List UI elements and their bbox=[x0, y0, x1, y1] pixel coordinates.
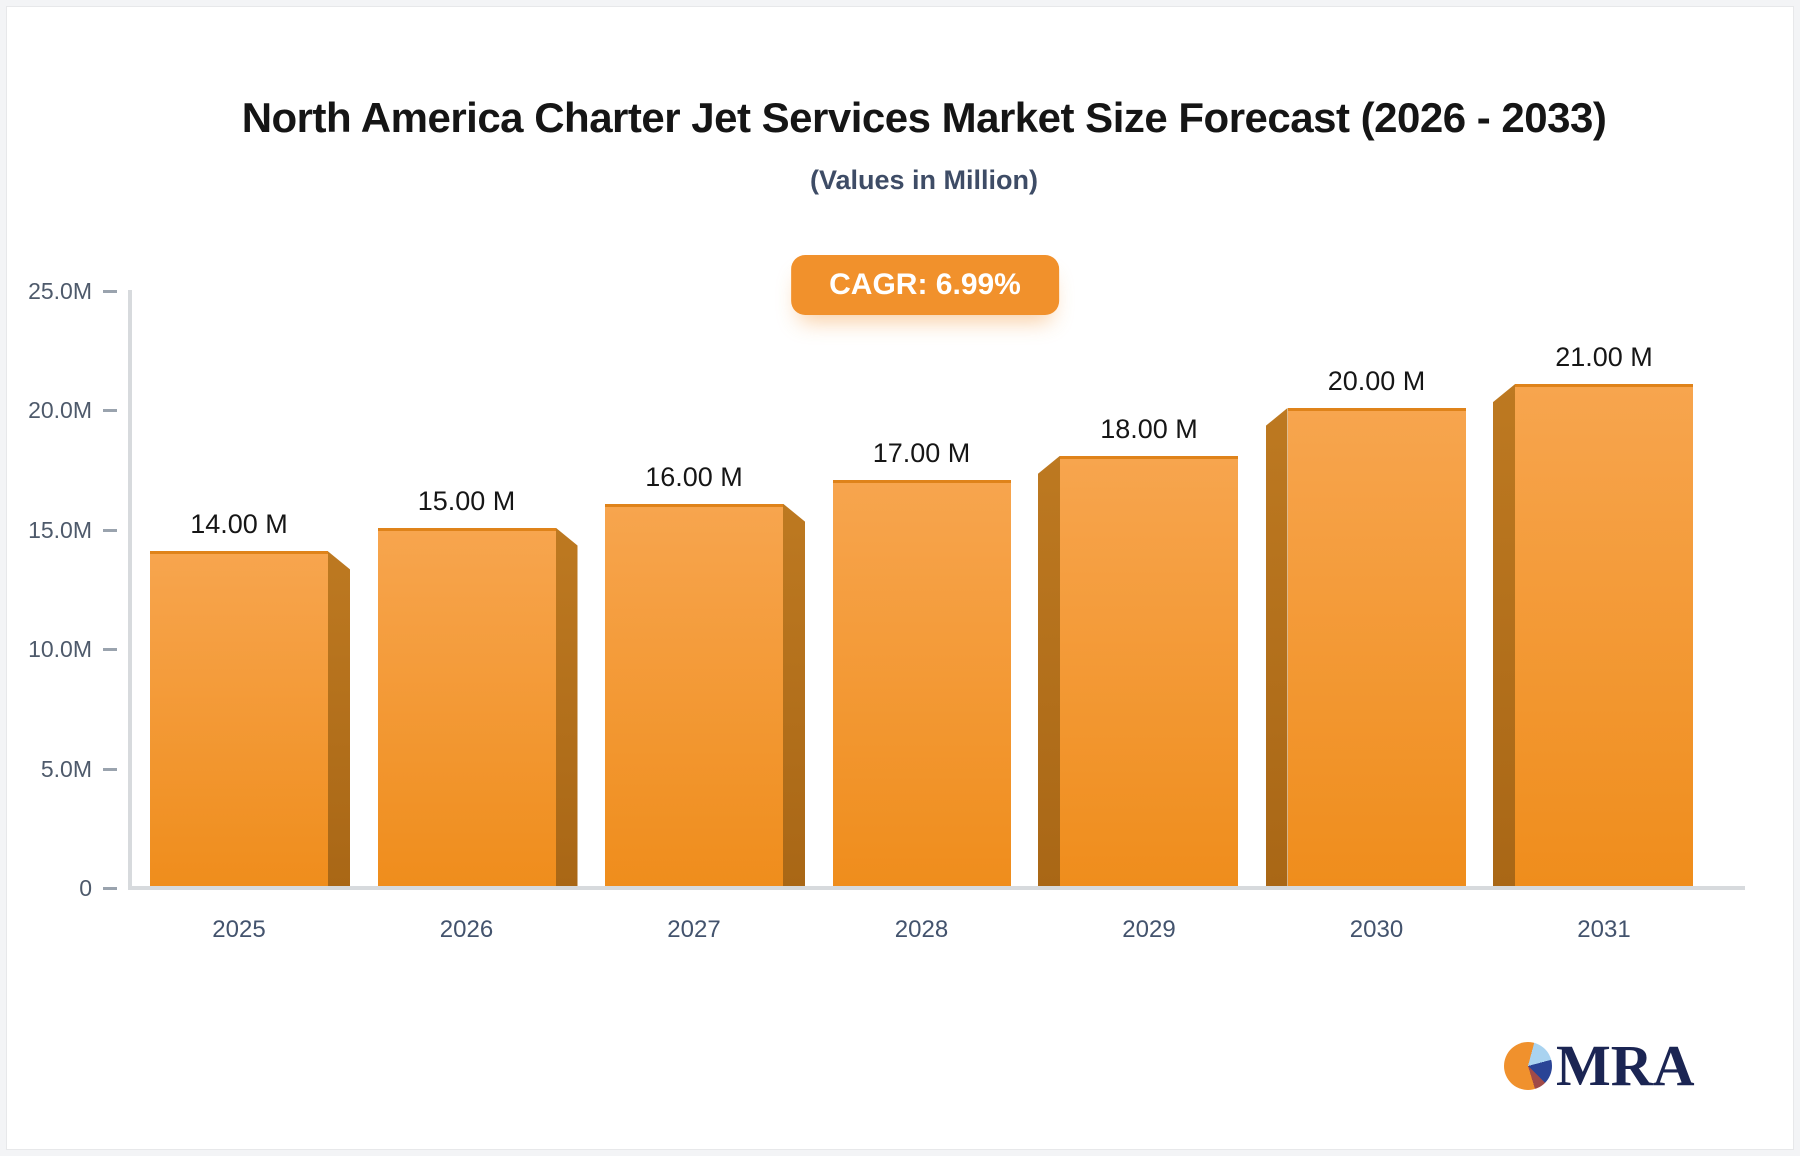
bar-value-label: 14.00 M bbox=[190, 509, 288, 540]
bar-face bbox=[605, 503, 783, 886]
bar-face bbox=[377, 527, 556, 886]
y-tick-mark bbox=[103, 767, 117, 771]
logo-text: MRA bbox=[1556, 1033, 1695, 1098]
brand-logo: MRA bbox=[1504, 1036, 1695, 1096]
y-tick-label: 15.0M bbox=[28, 516, 92, 543]
bar-2029 bbox=[1038, 455, 1238, 886]
bar-face bbox=[1060, 455, 1238, 886]
bar-2030 bbox=[1265, 408, 1466, 886]
x-axis-year-label: 2031 bbox=[1577, 916, 1631, 943]
y-tick-label: 20.0M bbox=[28, 397, 92, 423]
y-tick-label: 25.0M bbox=[28, 277, 92, 304]
bar-value-label: 20.00 M bbox=[1327, 366, 1426, 396]
y-tick-label: 10.0M bbox=[28, 636, 92, 662]
bar-face bbox=[832, 479, 1011, 886]
pie-chart-logo-icon bbox=[1504, 1042, 1552, 1090]
y-tick-mark bbox=[103, 528, 117, 532]
x-axis-year-label: 2027 bbox=[667, 916, 721, 943]
bar-value-label: 16.00 M bbox=[645, 461, 743, 492]
bar-2031 bbox=[1493, 384, 1693, 886]
chart-title: North America Charter Jet Services Marke… bbox=[241, 94, 1607, 141]
bar-3d-side bbox=[1038, 455, 1060, 886]
bar-2028 bbox=[832, 479, 1011, 886]
bar-2027 bbox=[605, 503, 805, 886]
bar-face bbox=[1287, 408, 1466, 886]
y-axis-line bbox=[128, 289, 132, 890]
bar-value-label: 17.00 M bbox=[872, 437, 971, 468]
x-axis-year-label: 2030 bbox=[1349, 916, 1404, 943]
bar-3d-side bbox=[328, 551, 350, 886]
y-tick-mark bbox=[103, 887, 117, 890]
y-tick-mark bbox=[103, 648, 117, 651]
x-axis-year-label: 2029 bbox=[1122, 916, 1176, 943]
bar-2026 bbox=[377, 527, 578, 886]
bar-3d-side bbox=[1493, 384, 1515, 886]
bar-2025 bbox=[150, 551, 350, 886]
cagr-badge: CAGR: 6.99% bbox=[791, 255, 1059, 315]
bar-3d-side bbox=[555, 527, 578, 886]
x-axis-year-label: 2028 bbox=[894, 916, 949, 943]
bar-value-label: 15.00 M bbox=[417, 485, 516, 516]
x-axis-year-label: 2026 bbox=[439, 916, 494, 943]
x-axis-line bbox=[128, 886, 1745, 890]
y-tick-mark bbox=[103, 289, 117, 293]
x-axis-year-label: 2025 bbox=[212, 916, 266, 943]
chart-subtitle: (Values in Million) bbox=[809, 165, 1039, 195]
bar-value-label: 21.00 M bbox=[1555, 342, 1653, 373]
bar-face bbox=[1515, 384, 1693, 886]
y-tick-mark bbox=[103, 409, 117, 412]
bar-3d-side bbox=[783, 503, 805, 886]
bar-value-label: 18.00 M bbox=[1100, 413, 1198, 444]
bar-face bbox=[150, 551, 328, 886]
y-tick-label: 0 bbox=[79, 875, 92, 901]
bar-3d-side bbox=[1265, 408, 1288, 886]
y-tick-label: 5.0M bbox=[40, 755, 92, 782]
